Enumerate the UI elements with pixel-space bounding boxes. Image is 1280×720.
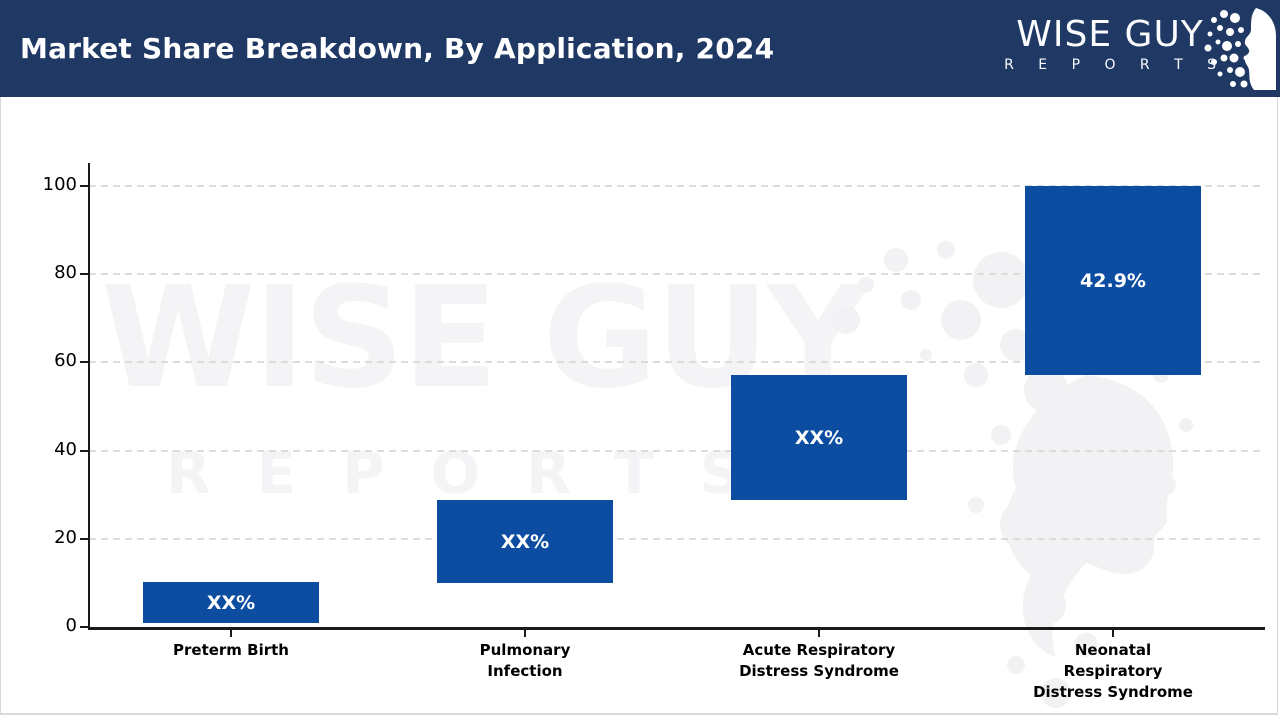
bar-2: XX%: [437, 500, 613, 584]
bar-value-label: XX%: [206, 591, 256, 614]
gridline-100: [89, 185, 1265, 187]
bar-4: 42.9%: [1025, 186, 1201, 376]
bar-value-label: XX%: [500, 530, 550, 553]
category-label-4: Neonatal Respiratory Distress Syndrome: [1033, 641, 1193, 701]
gridline-20: [89, 537, 1265, 540]
category-label-1: Preterm Birth: [173, 641, 289, 659]
y-tick-label-20: 20: [54, 526, 77, 548]
y-tick-label-0: 0: [65, 615, 77, 636]
y-tick-40: [80, 449, 88, 452]
x-tick-2: [524, 630, 526, 637]
bar-3: XX%: [731, 375, 907, 501]
category-label-3: Acute Respiratory Distress Syndrome: [739, 641, 899, 680]
bar-value-label: 42.9%: [1080, 269, 1146, 292]
bar-1: XX%: [143, 582, 319, 623]
y-tick-label-60: 60: [54, 350, 77, 372]
y-tick-label-40: 40: [54, 438, 77, 460]
category-label-2: Pulmonary Infection: [479, 641, 571, 680]
x-tick-4: [1112, 630, 1114, 637]
y-tick-0: [80, 626, 88, 628]
gridline-40: [89, 449, 1265, 452]
y-tick-100: [80, 185, 88, 187]
gridline-80: [89, 273, 1265, 276]
y-tick-20: [80, 537, 88, 540]
header: Market Share Breakdown, By Application, …: [0, 0, 1280, 97]
page-title: Market Share Breakdown, By Application, …: [20, 32, 775, 65]
bar-value-label: XX%: [794, 426, 844, 449]
gridline-60: [89, 361, 1265, 364]
y-tick-60: [80, 361, 88, 364]
x-axis-line: [88, 627, 1265, 630]
y-tick-label-80: 80: [54, 262, 77, 284]
x-tick-1: [230, 630, 232, 637]
logo-text: WISE GUY R E P O R T S: [1004, 16, 1216, 73]
bar-chart: 0 20 40 60 80 100 XX% Preterm Birth XX% Pulmonary…: [1, 97, 1277, 713]
y-tick-label-100: 100: [42, 174, 77, 195]
y-axis-line: [88, 163, 90, 630]
face-logo-icon: [1204, 8, 1276, 90]
logo-subtitle: R E P O R T S: [1004, 56, 1226, 73]
wise-guy-logo: WISE GUY R E P O R T S: [1004, 0, 1280, 97]
y-tick-80: [80, 273, 88, 276]
chart-canvas: WISE GUY REPORTS 0 20 40 60 80 100 XX% Preterm …: [0, 97, 1278, 715]
logo-wordmark: WISE GUY: [1016, 14, 1204, 55]
x-tick-3: [818, 630, 820, 637]
